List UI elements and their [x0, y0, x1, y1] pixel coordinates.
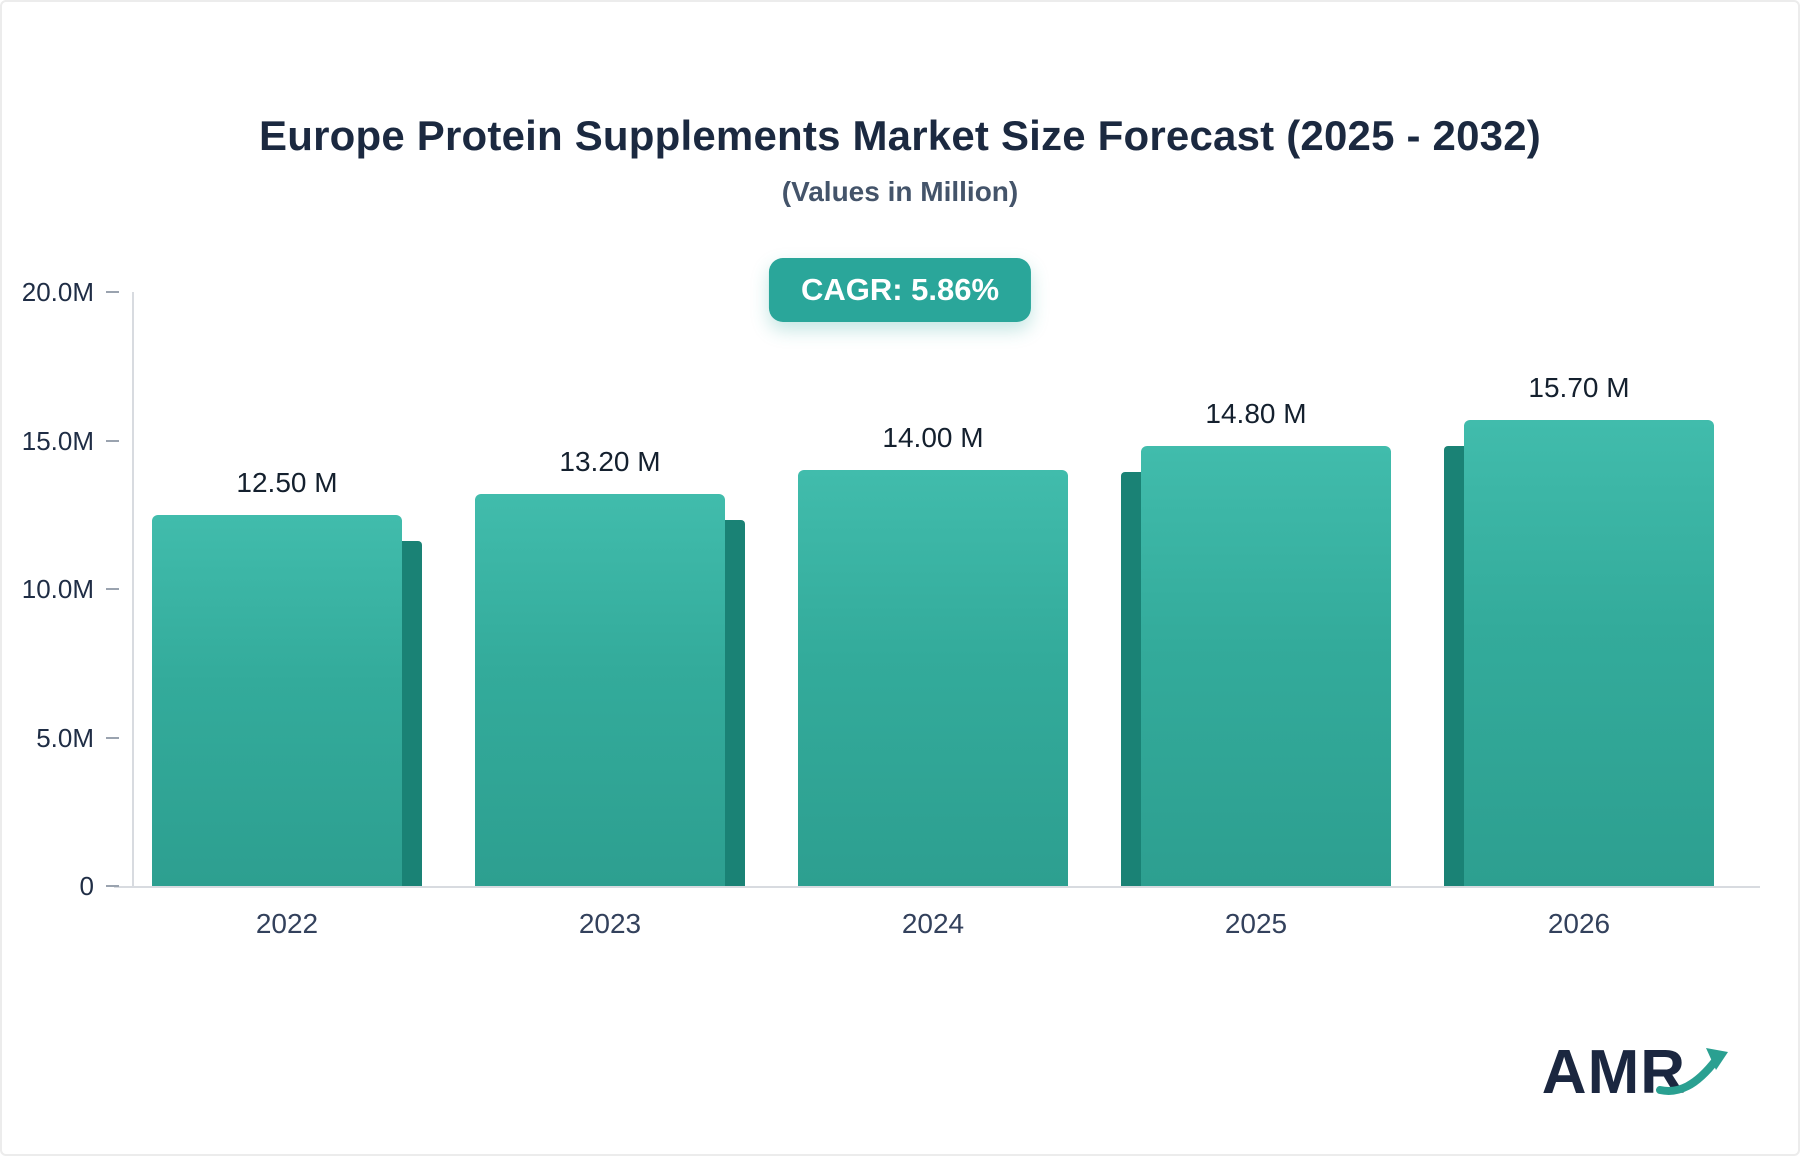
- y-tick-mark: [106, 588, 119, 590]
- bar: [1444, 419, 1714, 886]
- x-tick-label: 2026: [1547, 908, 1611, 939]
- y-tick-label: 15.0M: [21, 425, 94, 456]
- y-tick-label: 5.0M: [36, 722, 94, 753]
- cagr-badge: CAGR: 5.86%: [768, 258, 1032, 322]
- x-tick-label: 2025: [1224, 908, 1288, 939]
- y-tick-mark: [106, 736, 119, 739]
- y-tick-mark: [106, 291, 119, 293]
- bar-side-shade: [1121, 472, 1141, 886]
- y-tick-label: 10.0M: [21, 574, 94, 604]
- y-tick-label: 20.0M: [21, 277, 94, 307]
- bar: [475, 493, 745, 886]
- y-axis: [132, 292, 134, 886]
- bar-face: [798, 470, 1068, 886]
- bar-value-label: 12.50 M: [236, 466, 338, 498]
- bar: [798, 470, 1068, 886]
- chart-subtitle: (Values in Million): [781, 176, 1019, 207]
- bar-side-shade: [402, 540, 422, 886]
- bar-face: [1141, 446, 1391, 886]
- y-tick-mark: [106, 885, 119, 887]
- logo-arrow-icon: [1656, 1048, 1728, 1095]
- y-tick-label: 0: [79, 871, 94, 901]
- x-tick-label: 2023: [578, 908, 642, 939]
- bar: [152, 514, 422, 886]
- bar: [1121, 446, 1391, 886]
- bar-value-label: 14.00 M: [882, 422, 984, 454]
- x-tick-label: 2024: [901, 908, 965, 939]
- x-axis: [114, 886, 1760, 888]
- bar-value-label: 14.80 M: [1205, 398, 1307, 430]
- bar-value-label: 13.20 M: [559, 445, 661, 477]
- bar-side-shade: [1444, 445, 1464, 886]
- amr-logo: AMR: [1542, 1042, 1730, 1104]
- bar-face: [1464, 419, 1714, 886]
- bar-face: [475, 493, 725, 886]
- bar-value-label: 15.70 M: [1528, 371, 1630, 403]
- bar-side-shade: [725, 519, 745, 886]
- x-tick-label: 2022: [255, 908, 319, 939]
- y-tick-mark: [106, 439, 119, 442]
- bar-face: [152, 514, 402, 886]
- chart-title: Europe Protein Supplements Market Size F…: [259, 112, 1541, 159]
